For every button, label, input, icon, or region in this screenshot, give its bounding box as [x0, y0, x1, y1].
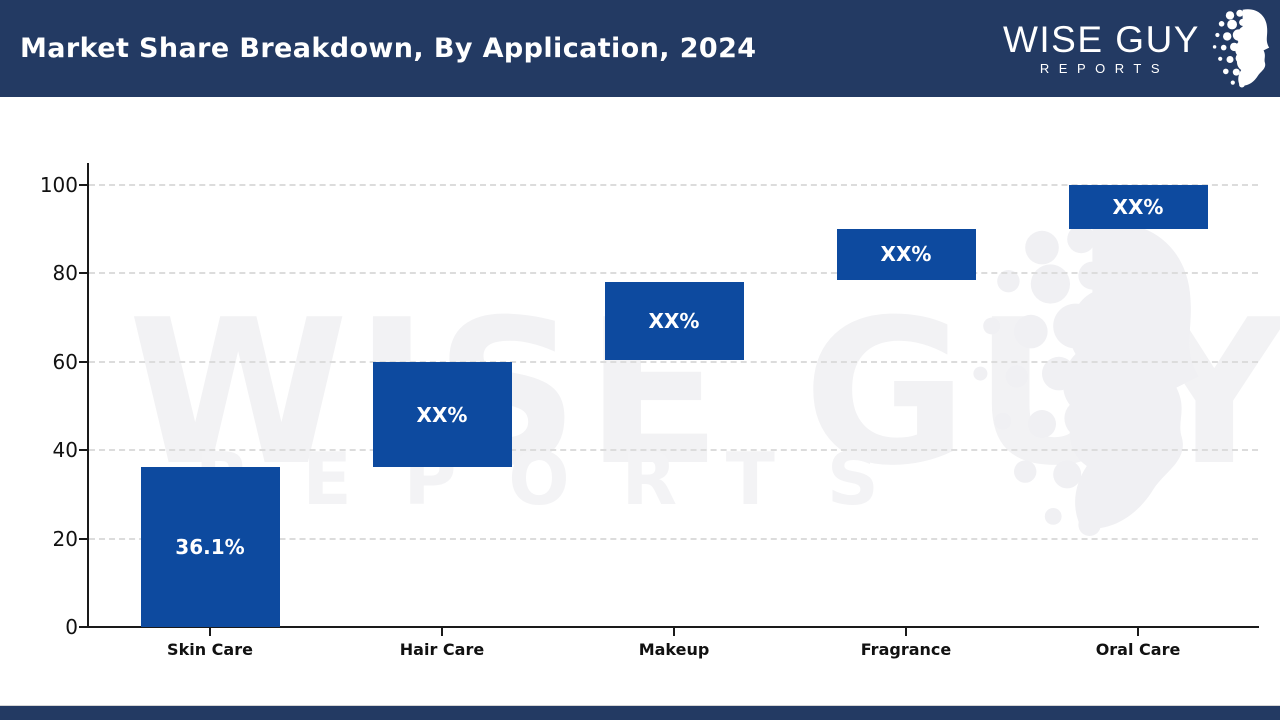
x-tick-mark [1137, 628, 1139, 636]
gridline-40 [89, 449, 1258, 452]
bar-makeup [604, 282, 744, 361]
bar-oral-care [1068, 185, 1208, 230]
brand-name: WISE GUY [1002, 19, 1200, 60]
bar-fragrance [836, 229, 976, 280]
y-tick-label: 20 [52, 526, 78, 551]
y-tick-label: 40 [52, 438, 78, 463]
y-tick-mark [79, 360, 87, 363]
footer-bar [0, 706, 1280, 720]
bar-value-label: XX% [648, 309, 700, 334]
gridline-80 [89, 272, 1258, 275]
bar-value-label: XX% [880, 242, 932, 267]
x-tick-mark [673, 628, 675, 636]
y-tick-mark [79, 272, 87, 275]
x-axis-spine [87, 626, 1259, 628]
y-tick-mark [79, 449, 87, 452]
x-tick-label: Makeup [638, 640, 710, 659]
gridline-20 [89, 537, 1258, 540]
x-tick-label: Skin Care [167, 640, 253, 659]
brand-subname: REPORTS [1039, 61, 1170, 76]
header-bar: Market Share Breakdown, By Application, … [0, 0, 1280, 97]
chart-title: Market Share Breakdown, By Application, … [20, 33, 757, 64]
footer-divider [0, 705, 1280, 706]
y-axis-spine [87, 163, 89, 628]
bar-value-label: XX% [1112, 195, 1164, 220]
y-tick-label: 80 [52, 261, 78, 286]
bar-hair-care [372, 361, 512, 468]
y-tick-label: 100 [39, 173, 78, 197]
brand-head-icon [1212, 8, 1270, 87]
x-tick-mark [209, 628, 211, 636]
bar-value-label: XX% [416, 402, 468, 427]
x-tick-label: Hair Care [399, 640, 485, 659]
x-tick-mark [441, 628, 443, 636]
y-tick-mark [79, 626, 87, 628]
x-tick-label: Fragrance [860, 640, 952, 659]
x-tick-label: Oral Care [1095, 640, 1181, 659]
bar-value-label: 36.1% [175, 535, 245, 560]
y-tick-label: 60 [52, 349, 78, 374]
gridline-100 [89, 184, 1258, 186]
y-tick-mark [79, 537, 87, 540]
brand-logo-text: WISE GUY REPORTS [1003, 21, 1200, 76]
y-tick-mark [79, 184, 87, 186]
x-tick-mark [905, 628, 907, 636]
brand-logo: WISE GUY REPORTS [1003, 0, 1272, 97]
y-tick-label: 0 [65, 615, 78, 639]
bar-skin-care [140, 467, 280, 627]
gridline-60 [89, 360, 1258, 363]
